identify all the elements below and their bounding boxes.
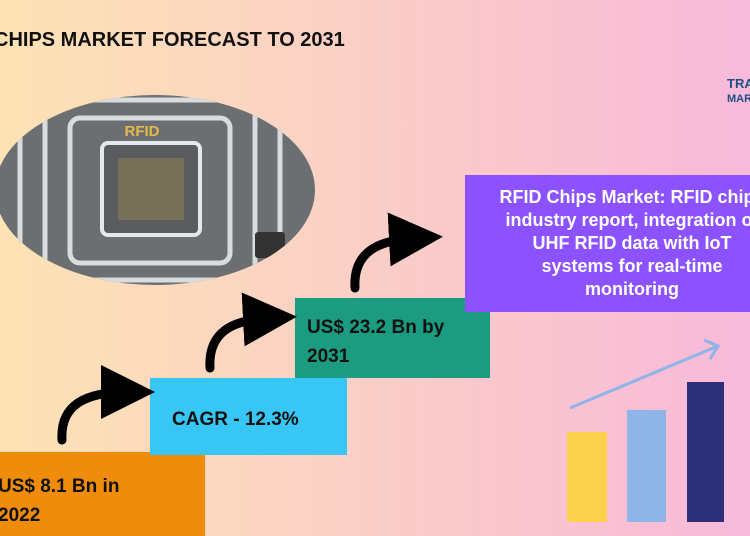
summary-line: UHF RFID data with IoT xyxy=(533,233,732,253)
step-text: 2031 xyxy=(307,346,350,367)
logo-line: MARK xyxy=(727,93,750,105)
chip-label: RFID xyxy=(125,123,160,140)
step-text: US$ 23.2 Bn by xyxy=(307,317,445,338)
summary-text: RFID Chips Market: RFID chips industry re… xyxy=(499,187,750,299)
step-text: US$ 8.1 Bn in xyxy=(0,476,119,497)
icon-arrow xyxy=(569,338,721,410)
icon-bar xyxy=(627,410,666,522)
summary-box xyxy=(465,175,750,312)
icon-bar xyxy=(567,432,607,522)
step-text: CAGR - 12.3% xyxy=(172,409,299,430)
rfid-image xyxy=(0,95,315,285)
summary-line: monitoring xyxy=(585,279,679,299)
step-text: 2022 xyxy=(0,505,40,526)
arrows xyxy=(57,212,443,445)
logo-line: TRA xyxy=(727,76,750,91)
summary-line: systems for real-time xyxy=(541,256,722,276)
step-box xyxy=(0,452,205,536)
title: CHIPS MARKET FORECAST TO 2031 xyxy=(0,29,345,51)
icon-bar xyxy=(687,382,724,522)
step-box xyxy=(150,378,347,455)
summary-line: industry report, integration of xyxy=(505,210,750,230)
summary-line: RFID Chips Market: RFID chips xyxy=(499,187,750,207)
step-box xyxy=(295,298,490,378)
